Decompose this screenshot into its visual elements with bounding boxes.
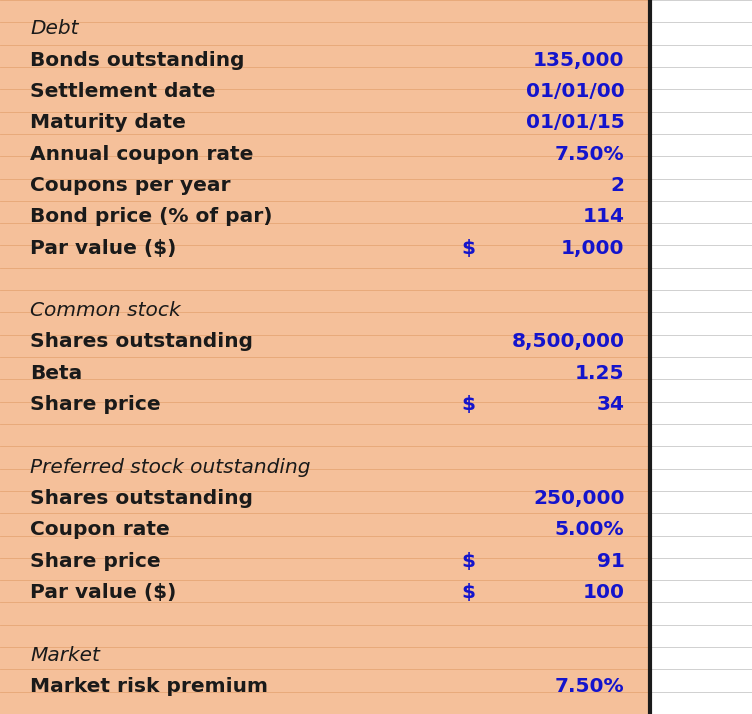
Text: Share price: Share price <box>30 552 161 570</box>
Text: Par value ($): Par value ($) <box>30 238 177 258</box>
Text: $: $ <box>461 552 475 570</box>
Text: 7.50%: 7.50% <box>555 145 624 164</box>
Text: Beta: Beta <box>30 364 82 383</box>
Text: Bond price (% of par): Bond price (% of par) <box>30 207 272 226</box>
Text: $: $ <box>461 238 475 258</box>
Text: 2: 2 <box>611 176 624 195</box>
Text: Preferred stock outstanding: Preferred stock outstanding <box>30 458 311 477</box>
Text: Coupon rate: Coupon rate <box>30 521 170 539</box>
Text: Maturity date: Maturity date <box>30 114 186 132</box>
Text: 34: 34 <box>596 395 624 414</box>
Text: 7.50%: 7.50% <box>555 677 624 696</box>
Text: 114: 114 <box>583 207 624 226</box>
Text: $: $ <box>461 583 475 602</box>
Text: 250,000: 250,000 <box>533 489 624 508</box>
Text: Settlement date: Settlement date <box>30 82 216 101</box>
Text: Coupons per year: Coupons per year <box>30 176 231 195</box>
Text: Market: Market <box>30 645 100 665</box>
Text: $: $ <box>461 395 475 414</box>
Text: Market risk premium: Market risk premium <box>30 677 268 696</box>
Text: Shares outstanding: Shares outstanding <box>30 333 253 351</box>
Text: 1.25: 1.25 <box>575 364 624 383</box>
Text: 01/01/00: 01/01/00 <box>526 82 624 101</box>
Text: Share price: Share price <box>30 395 161 414</box>
Text: Bonds outstanding: Bonds outstanding <box>30 51 244 70</box>
Text: Shares outstanding: Shares outstanding <box>30 489 253 508</box>
Text: 100: 100 <box>583 583 624 602</box>
Text: Common stock: Common stock <box>30 301 180 320</box>
Text: 01/01/15: 01/01/15 <box>526 114 624 132</box>
Text: Annual coupon rate: Annual coupon rate <box>30 145 253 164</box>
Text: Par value ($): Par value ($) <box>30 583 177 602</box>
Bar <box>0 0 650 714</box>
Bar <box>650 0 752 714</box>
Text: 135,000: 135,000 <box>533 51 624 70</box>
Text: 5.00%: 5.00% <box>555 521 624 539</box>
Text: Debt: Debt <box>30 19 78 39</box>
Text: 1,000: 1,000 <box>561 238 624 258</box>
Text: 91: 91 <box>596 552 624 570</box>
Text: 8,500,000: 8,500,000 <box>511 333 624 351</box>
